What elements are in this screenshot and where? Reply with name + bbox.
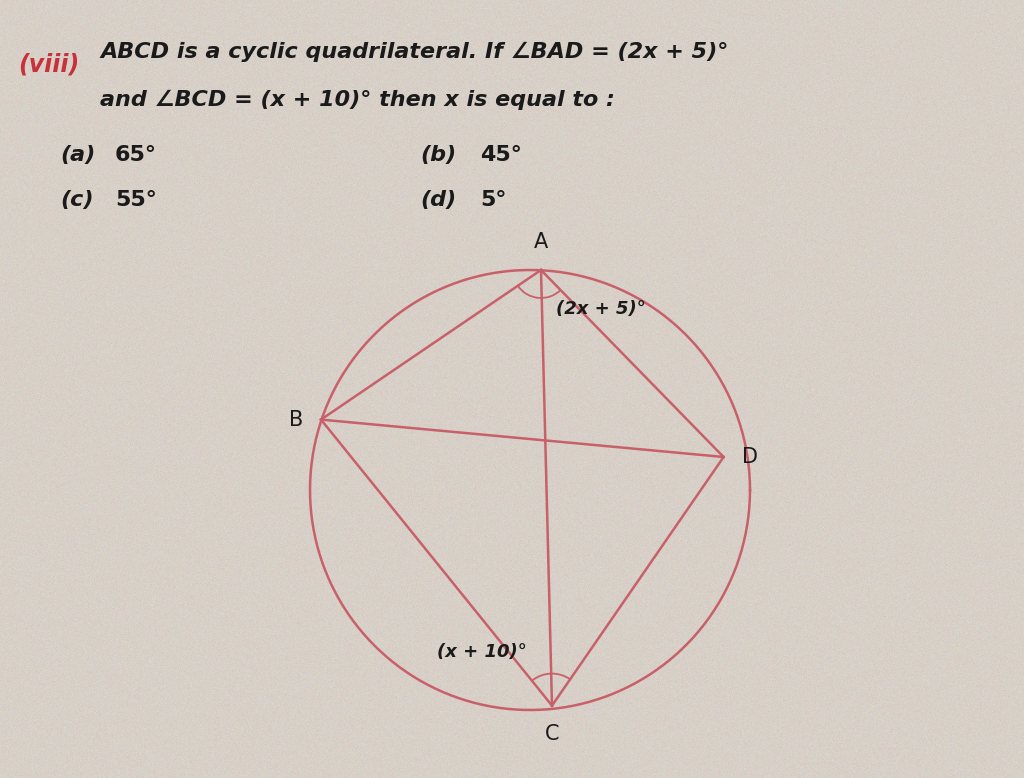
Text: 65°: 65° bbox=[115, 145, 157, 165]
Text: (viii): (viii) bbox=[18, 52, 79, 76]
Text: C: C bbox=[545, 724, 559, 744]
Text: (2x + 5)°: (2x + 5)° bbox=[556, 300, 646, 318]
Text: and ∠BCD = (x + 10)° then x is equal to :: and ∠BCD = (x + 10)° then x is equal to … bbox=[100, 90, 614, 110]
Text: (d): (d) bbox=[420, 190, 456, 210]
Text: (a): (a) bbox=[60, 145, 95, 165]
Text: ABCD is a cyclic quadrilateral. If ∠BAD = (2x + 5)°: ABCD is a cyclic quadrilateral. If ∠BAD … bbox=[100, 42, 728, 62]
Text: (b): (b) bbox=[420, 145, 456, 165]
Text: 55°: 55° bbox=[115, 190, 157, 210]
Text: (c): (c) bbox=[60, 190, 93, 210]
Text: B: B bbox=[289, 409, 303, 429]
Text: (x + 10)°: (x + 10)° bbox=[437, 643, 527, 661]
Text: 45°: 45° bbox=[480, 145, 522, 165]
Text: 5°: 5° bbox=[480, 190, 507, 210]
Text: A: A bbox=[534, 232, 548, 252]
Text: D: D bbox=[741, 447, 758, 467]
